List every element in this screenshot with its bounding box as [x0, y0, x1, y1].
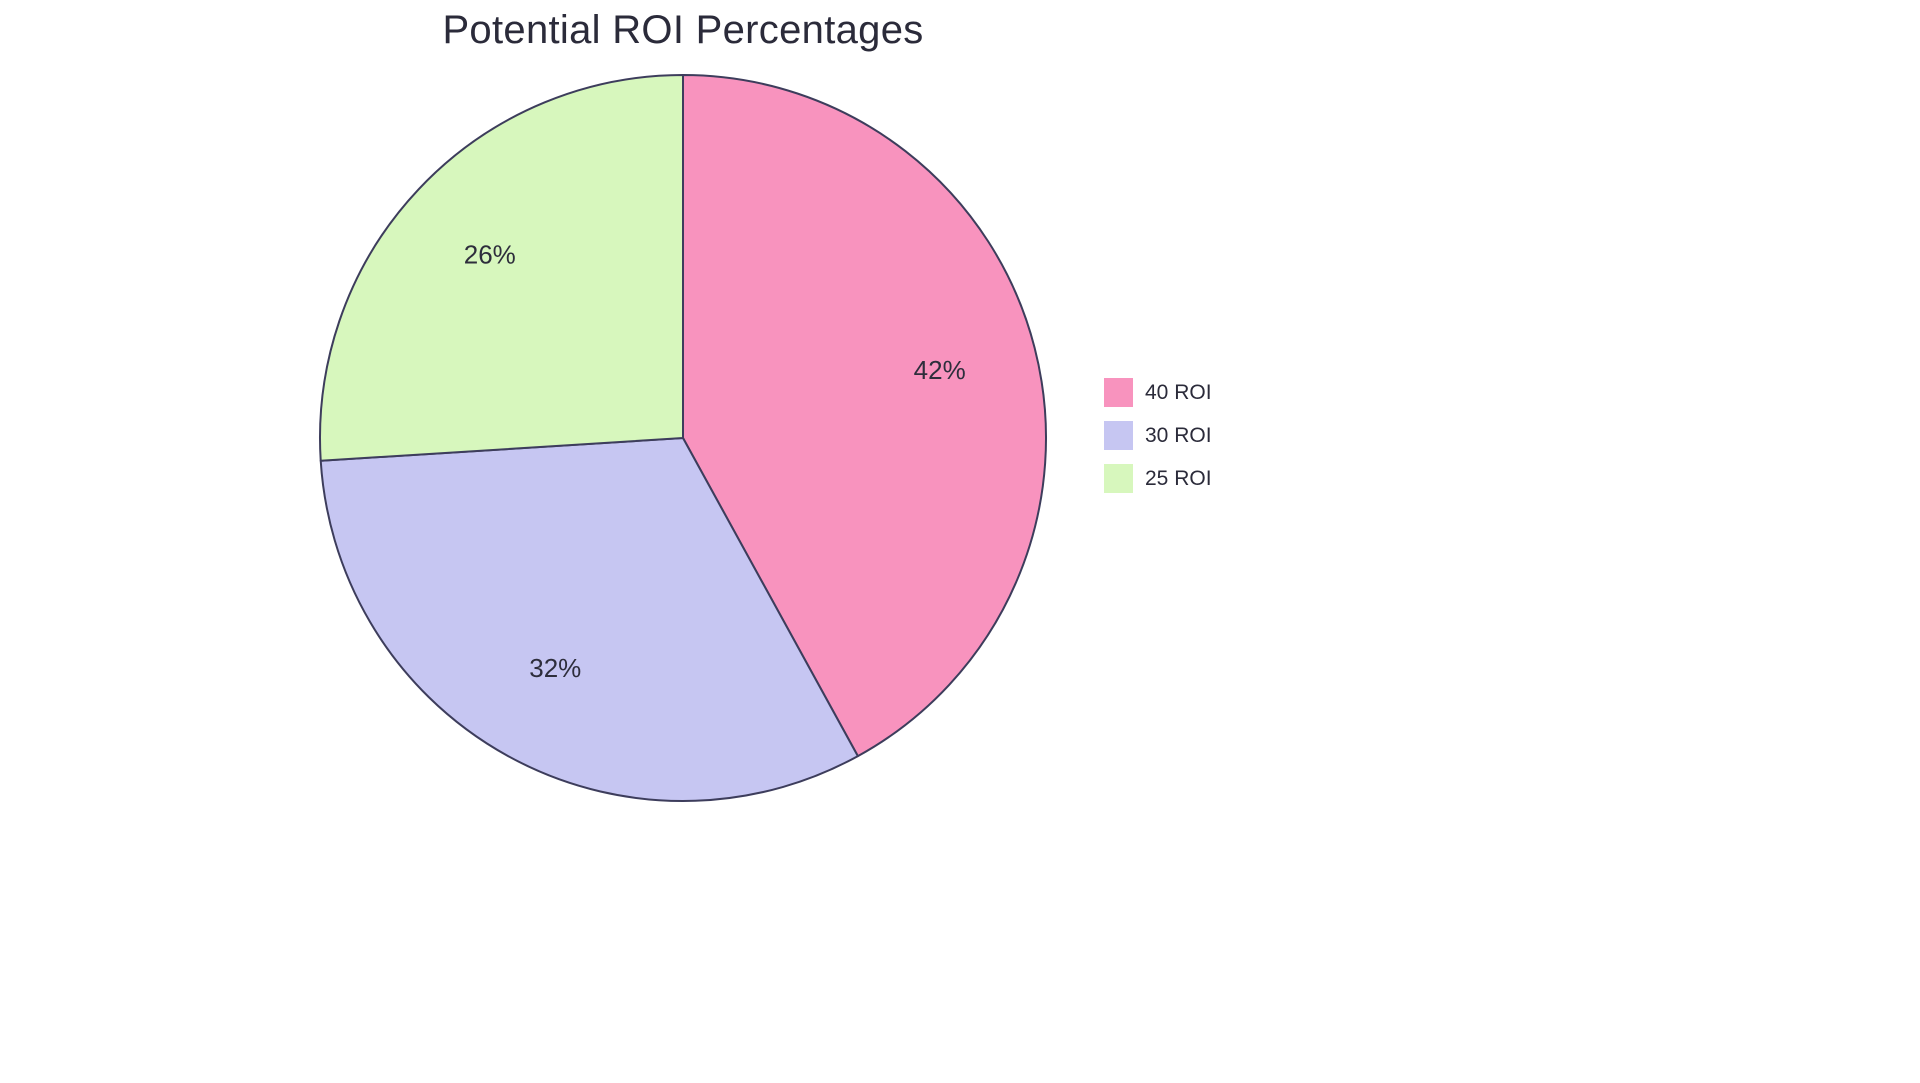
- chart-legend: 40 ROI 30 ROI 25 ROI: [1104, 378, 1212, 493]
- legend-label: 40 ROI: [1145, 380, 1212, 404]
- legend-label: 30 ROI: [1145, 423, 1212, 447]
- pie-slice-value-label: 42%: [914, 355, 966, 385]
- pie-slice-value-label: 26%: [464, 239, 516, 269]
- legend-item-25-roi[interactable]: 25 ROI: [1104, 464, 1212, 493]
- legend-swatch: [1104, 378, 1133, 407]
- legend-swatch: [1104, 421, 1133, 450]
- legend-swatch: [1104, 464, 1133, 493]
- pie-slice-40-roi[interactable]: [682, 74, 1047, 758]
- pie-slice-25-roi[interactable]: [319, 74, 684, 462]
- chart-title: Potential ROI Percentages: [442, 8, 924, 52]
- pie-slice-30-roi[interactable]: [319, 437, 859, 802]
- legend-label: 25 ROI: [1145, 466, 1212, 490]
- legend-item-30-roi[interactable]: 30 ROI: [1104, 421, 1212, 450]
- pie-slice-value-label: 32%: [529, 653, 581, 683]
- legend-item-40-roi[interactable]: 40 ROI: [1104, 378, 1212, 407]
